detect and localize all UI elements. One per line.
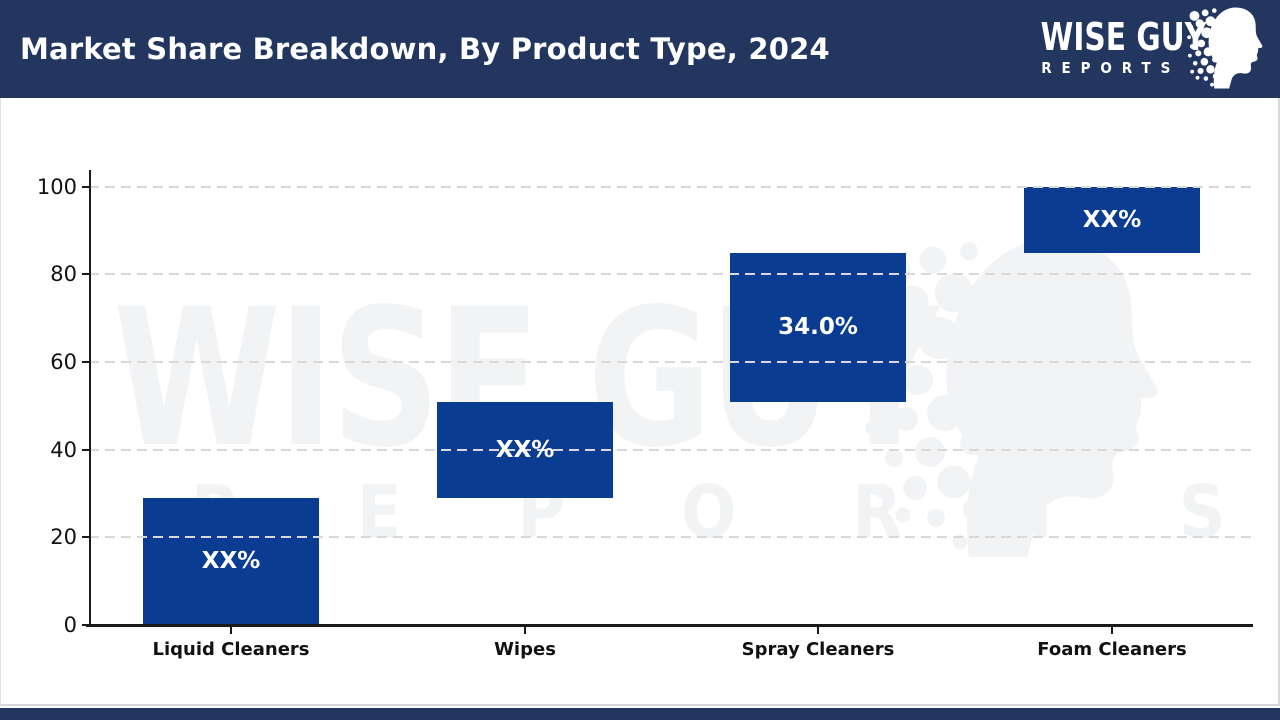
logo-text: WISE GUY REPORTS — [994, 18, 1206, 77]
gridline-y-40 — [89, 448, 1253, 451]
bar-spray-cleaners — [730, 252, 906, 402]
x-axis-tick — [1111, 627, 1113, 634]
plot-region: XX% XX% 34.0% XX% 0 20 40 60 80 100 Liquid Cleaner… — [1, 98, 1278, 704]
dotted-head-icon — [1180, 6, 1270, 90]
gridline-y-60 — [89, 361, 1253, 364]
category-label: Wipes — [494, 639, 556, 660]
y-axis-line — [89, 170, 91, 627]
bar-value-label: XX% — [495, 436, 555, 463]
chart-title: Market Share Breakdown, By Product Type,… — [20, 32, 830, 66]
bar-value-label: XX% — [1082, 206, 1142, 233]
wise-guy-reports-logo: WISE GUY REPORTS — [962, 0, 1272, 98]
x-axis-tick — [817, 627, 819, 634]
bar-value-label: 34.0% — [778, 314, 858, 340]
gridline-y-100 — [89, 185, 1253, 188]
bar-value-label: XX% — [201, 548, 261, 575]
gridline-y-80 — [89, 273, 1253, 276]
x-axis-line — [86, 624, 1253, 627]
header-bar: Market Share Breakdown, By Product Type,… — [0, 0, 1280, 98]
y-axis-tick — [82, 361, 89, 364]
logo-wordmark: WISE GUY — [1040, 15, 1206, 59]
y-axis-tick — [82, 624, 89, 626]
y-axis-tick — [82, 273, 89, 276]
chart-area: WISE GUY R E P O R T S XX% XX% 34.0% XX% 0 20… — [0, 98, 1280, 706]
logo-subtitle: REPORTS — [1041, 59, 1181, 77]
y-axis-tick — [82, 185, 89, 188]
y-axis-tick-label: 40 — [50, 437, 77, 462]
y-axis-tick — [82, 448, 89, 451]
y-axis-tick-label: 60 — [50, 350, 77, 375]
y-axis-tick-label: 0 — [63, 613, 77, 637]
y-axis-tick — [82, 536, 89, 539]
y-axis-tick-label: 100 — [36, 174, 77, 199]
bar-foam-cleaners — [1024, 186, 1200, 253]
category-label: Spray Cleaners — [741, 639, 895, 660]
category-label: Liquid Cleaners — [152, 639, 310, 660]
x-axis-tick — [524, 627, 526, 634]
y-axis-tick-label: 80 — [50, 262, 77, 287]
category-label: Foam Cleaners — [1037, 639, 1187, 660]
bar-liquid-cleaners — [143, 497, 319, 625]
gridline-y-20 — [89, 536, 1253, 539]
footer-bar — [0, 708, 1280, 720]
x-axis-tick — [230, 627, 232, 634]
y-axis-tick-label: 20 — [50, 525, 77, 550]
